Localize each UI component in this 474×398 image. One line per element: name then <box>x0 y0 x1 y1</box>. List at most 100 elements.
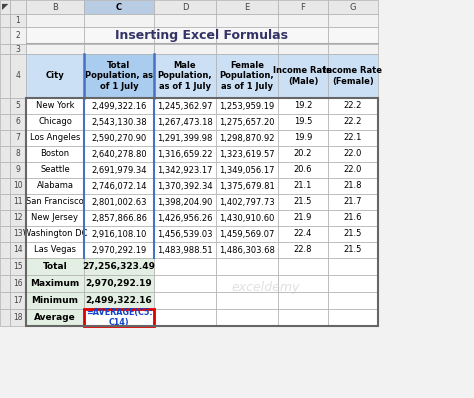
Bar <box>10 114 26 130</box>
Text: Los Angeles: Los Angeles <box>30 133 80 142</box>
Bar <box>26 27 84 44</box>
Text: 13: 13 <box>13 230 23 238</box>
Bar <box>10 292 26 309</box>
Bar <box>84 146 154 162</box>
Bar <box>216 275 278 292</box>
Text: 2,857,866.86: 2,857,866.86 <box>91 213 147 222</box>
Text: 21.5: 21.5 <box>294 197 312 207</box>
Bar <box>154 27 216 44</box>
Bar <box>278 178 328 194</box>
Bar <box>328 309 378 326</box>
Text: 22.0: 22.0 <box>344 150 362 158</box>
Bar <box>278 130 328 146</box>
Text: 2,499,322.16: 2,499,322.16 <box>86 296 152 305</box>
Bar <box>278 98 328 114</box>
Text: New Jersey: New Jersey <box>31 213 79 222</box>
Text: 22.2: 22.2 <box>344 101 362 111</box>
Text: 10: 10 <box>13 181 23 191</box>
Bar <box>10 309 26 326</box>
Bar <box>26 0 84 14</box>
Bar <box>0 292 10 309</box>
Bar <box>328 258 378 275</box>
Bar <box>84 178 154 194</box>
Text: Chicago: Chicago <box>38 117 72 127</box>
Bar <box>216 130 278 146</box>
Bar <box>26 210 84 226</box>
Bar <box>0 275 10 292</box>
Text: 2: 2 <box>16 31 20 40</box>
Bar <box>84 54 154 98</box>
Bar <box>154 226 216 242</box>
Text: 20.2: 20.2 <box>294 150 312 158</box>
Bar <box>10 130 26 146</box>
Text: Income Rate
(Male): Income Rate (Male) <box>273 66 332 86</box>
Text: 1,253,959.19: 1,253,959.19 <box>219 101 274 111</box>
Text: 1,402,797.73: 1,402,797.73 <box>219 197 275 207</box>
Bar <box>278 44 328 54</box>
Bar <box>278 210 328 226</box>
Text: New York: New York <box>36 101 74 111</box>
Bar <box>154 98 216 114</box>
Text: 1,430,910.60: 1,430,910.60 <box>219 213 275 222</box>
Bar <box>216 194 278 210</box>
Bar <box>216 292 278 309</box>
Bar <box>10 194 26 210</box>
Text: Maximum: Maximum <box>30 279 80 288</box>
Bar <box>0 27 10 44</box>
Text: F: F <box>301 2 305 12</box>
Text: 22.1: 22.1 <box>344 133 362 142</box>
Bar <box>10 162 26 178</box>
Bar <box>216 162 278 178</box>
Text: E: E <box>245 2 250 12</box>
Bar <box>216 210 278 226</box>
Bar <box>278 309 328 326</box>
Bar <box>216 242 278 258</box>
Bar <box>154 194 216 210</box>
Text: 7: 7 <box>16 133 20 142</box>
Bar <box>154 54 216 98</box>
Bar <box>0 309 10 326</box>
Bar <box>84 27 154 44</box>
Bar <box>26 98 84 114</box>
Bar <box>84 309 154 326</box>
Bar <box>26 162 84 178</box>
Bar <box>84 44 154 54</box>
Bar <box>278 27 328 44</box>
Text: Boston: Boston <box>40 150 70 158</box>
Bar <box>278 258 328 275</box>
Text: 8: 8 <box>16 150 20 158</box>
Bar <box>216 146 278 162</box>
Bar <box>10 226 26 242</box>
Bar <box>26 226 84 242</box>
Bar <box>84 162 154 178</box>
Text: 21.5: 21.5 <box>344 230 362 238</box>
Bar <box>10 242 26 258</box>
Text: C: C <box>116 2 122 12</box>
Bar <box>26 275 84 292</box>
Bar <box>328 27 378 44</box>
Bar <box>328 130 378 146</box>
Text: G: G <box>350 2 356 12</box>
Bar <box>216 44 278 54</box>
Bar <box>328 275 378 292</box>
Text: 2,640,278.80: 2,640,278.80 <box>91 150 147 158</box>
Bar <box>278 114 328 130</box>
Text: D: D <box>182 2 188 12</box>
Bar <box>154 146 216 162</box>
Bar <box>10 178 26 194</box>
Bar <box>0 162 10 178</box>
Text: 9: 9 <box>16 166 20 174</box>
Text: 1,298,870.92: 1,298,870.92 <box>219 133 275 142</box>
Bar <box>278 242 328 258</box>
Text: 18: 18 <box>13 313 23 322</box>
Bar <box>0 194 10 210</box>
Text: 2,970,292.19: 2,970,292.19 <box>86 279 152 288</box>
Text: 1,342,923.17: 1,342,923.17 <box>157 166 213 174</box>
Bar <box>0 130 10 146</box>
Bar <box>26 258 84 275</box>
Bar <box>10 98 26 114</box>
Text: 1,483,988.51: 1,483,988.51 <box>157 246 213 254</box>
Bar <box>0 178 10 194</box>
Bar <box>10 0 26 14</box>
Bar <box>216 258 278 275</box>
